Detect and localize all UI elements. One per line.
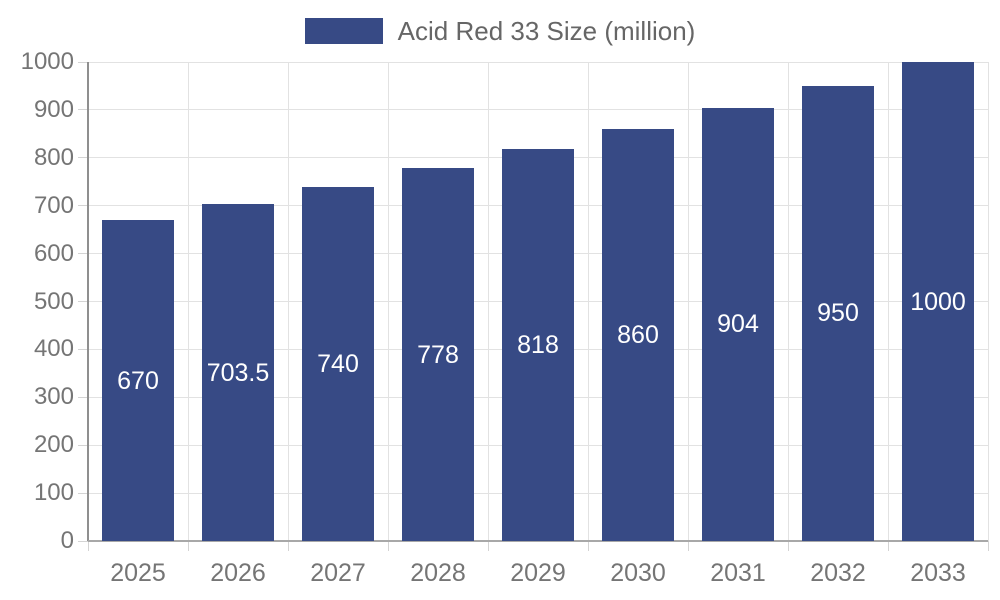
y-tick-mark	[78, 444, 88, 446]
v-gridline	[887, 62, 889, 541]
v-gridline	[387, 62, 389, 541]
x-axis-label: 2027	[310, 559, 366, 587]
x-axis-line	[88, 540, 988, 542]
bar-2028	[402, 168, 474, 541]
bar-value-label: 860	[617, 321, 659, 350]
bar-value-label: 950	[817, 299, 859, 328]
x-tick-mark	[587, 541, 589, 551]
x-tick-mark	[287, 541, 289, 551]
y-axis-label: 200	[33, 431, 74, 459]
y-axis-label: 0	[60, 527, 74, 554]
x-tick-mark	[987, 541, 989, 551]
bar-value-label: 1000	[910, 287, 966, 316]
y-tick-mark	[78, 61, 88, 63]
y-axis-label: 1000	[20, 48, 74, 75]
bar-value-label: 818	[517, 331, 559, 360]
y-axis-label: 400	[33, 335, 74, 363]
y-axis-label: 700	[33, 191, 74, 219]
y-tick-mark	[78, 157, 88, 159]
bar-value-label: 670	[117, 366, 159, 395]
v-gridline	[187, 62, 189, 541]
x-axis-label: 2031	[710, 559, 766, 587]
x-axis-label: 2025	[110, 559, 166, 587]
bar-2032	[802, 85, 874, 541]
x-axis-label: 2029	[510, 559, 566, 587]
x-tick-mark	[687, 541, 689, 551]
bar-2025	[102, 220, 174, 541]
x-tick-mark	[87, 541, 89, 551]
v-gridline	[487, 62, 489, 541]
x-axis-label: 2030	[610, 559, 666, 587]
y-axis-label: 600	[33, 239, 74, 267]
bar-2026	[202, 204, 274, 541]
y-axis-line	[87, 62, 89, 541]
v-gridline	[587, 62, 589, 541]
h-gridline	[88, 61, 988, 63]
x-axis-label: 2028	[410, 559, 466, 587]
y-axis-label: 800	[33, 143, 74, 171]
x-tick-mark	[887, 541, 889, 551]
x-tick-mark	[187, 541, 189, 551]
bar-2030	[602, 129, 674, 541]
y-axis-label: 100	[33, 479, 74, 507]
y-tick-mark	[78, 396, 88, 398]
y-axis-label: 900	[33, 95, 74, 123]
x-tick-mark	[487, 541, 489, 551]
y-axis-label: 300	[33, 383, 74, 411]
x-tick-mark	[787, 541, 789, 551]
x-axis-label: 2032	[810, 559, 866, 587]
y-axis-label: 500	[33, 287, 74, 315]
bar-2031	[702, 107, 774, 541]
bar-2033	[902, 62, 974, 541]
bar-value-label: 904	[717, 310, 759, 339]
bar-value-label: 740	[317, 349, 359, 378]
y-tick-mark	[78, 540, 88, 542]
y-tick-mark	[78, 205, 88, 207]
bar-value-label: 778	[417, 340, 459, 369]
bar-2027	[302, 186, 374, 541]
v-gridline	[787, 62, 789, 541]
legend-swatch	[304, 18, 383, 44]
v-gridline	[287, 62, 289, 541]
h-gridline	[88, 109, 988, 111]
bar-value-label: 703.5	[206, 358, 270, 387]
y-tick-mark	[78, 109, 88, 111]
legend-label: Acid Red 33 Size (million)	[397, 15, 696, 46]
v-gridline	[987, 62, 989, 541]
x-axis-label: 2026	[210, 559, 266, 587]
y-tick-mark	[78, 253, 88, 255]
x-tick-mark	[387, 541, 389, 551]
legend: Acid Red 33 Size (million)	[0, 16, 1000, 46]
bar-2029	[502, 149, 574, 541]
y-tick-mark	[78, 301, 88, 302]
y-tick-mark	[78, 492, 88, 494]
v-gridline	[687, 62, 689, 541]
y-tick-mark	[78, 348, 88, 350]
x-axis-label: 2033	[910, 559, 966, 587]
